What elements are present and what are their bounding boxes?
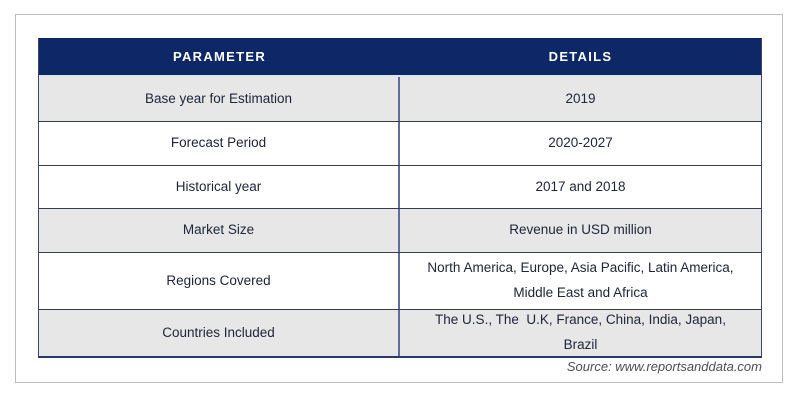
details-cell: Revenue in USD million [509,222,652,238]
header-cell-details: DETAILS [548,49,613,64]
scope-table: PARAMETER DETAILS Base year for Estimati… [38,38,762,358]
details-cell: 2017 and 2018 [535,178,626,194]
parameter-cell: Historical year [39,166,400,208]
card-border [15,14,783,383]
source-attribution: Source: www.reportsanddata.com [566,359,762,374]
details-cell: The U.S., The U.K, France, China, India,… [435,312,730,352]
table-row: Countries Included The U.S., The U.K, Fr… [39,310,761,356]
parameter-cell: Forecast Period [39,122,400,165]
header-cell-parameter: PARAMETER [172,49,267,64]
parameter-cell: Base year for Estimation [39,77,400,121]
table-row: Base year for Estimation 2019 [39,77,761,122]
table-row: Historical year 2017 and 2018 [39,166,761,209]
table-row: Forecast Period 2020-2027 [39,122,761,166]
table-row: Market Size Revenue in USD million [39,209,761,253]
details-cell: 2019 [565,90,596,106]
details-cell: 2020-2027 [548,135,613,151]
parameter-cell: Regions Covered [39,253,400,309]
parameter-cell: Countries Included [39,310,400,356]
table-row: Regions Covered North America, Europe, A… [39,253,761,310]
table-header-row: PARAMETER DETAILS [39,38,761,77]
details-cell: North America, Europe, Asia Pacific, Lat… [427,260,738,300]
parameter-cell: Market Size [39,209,400,252]
